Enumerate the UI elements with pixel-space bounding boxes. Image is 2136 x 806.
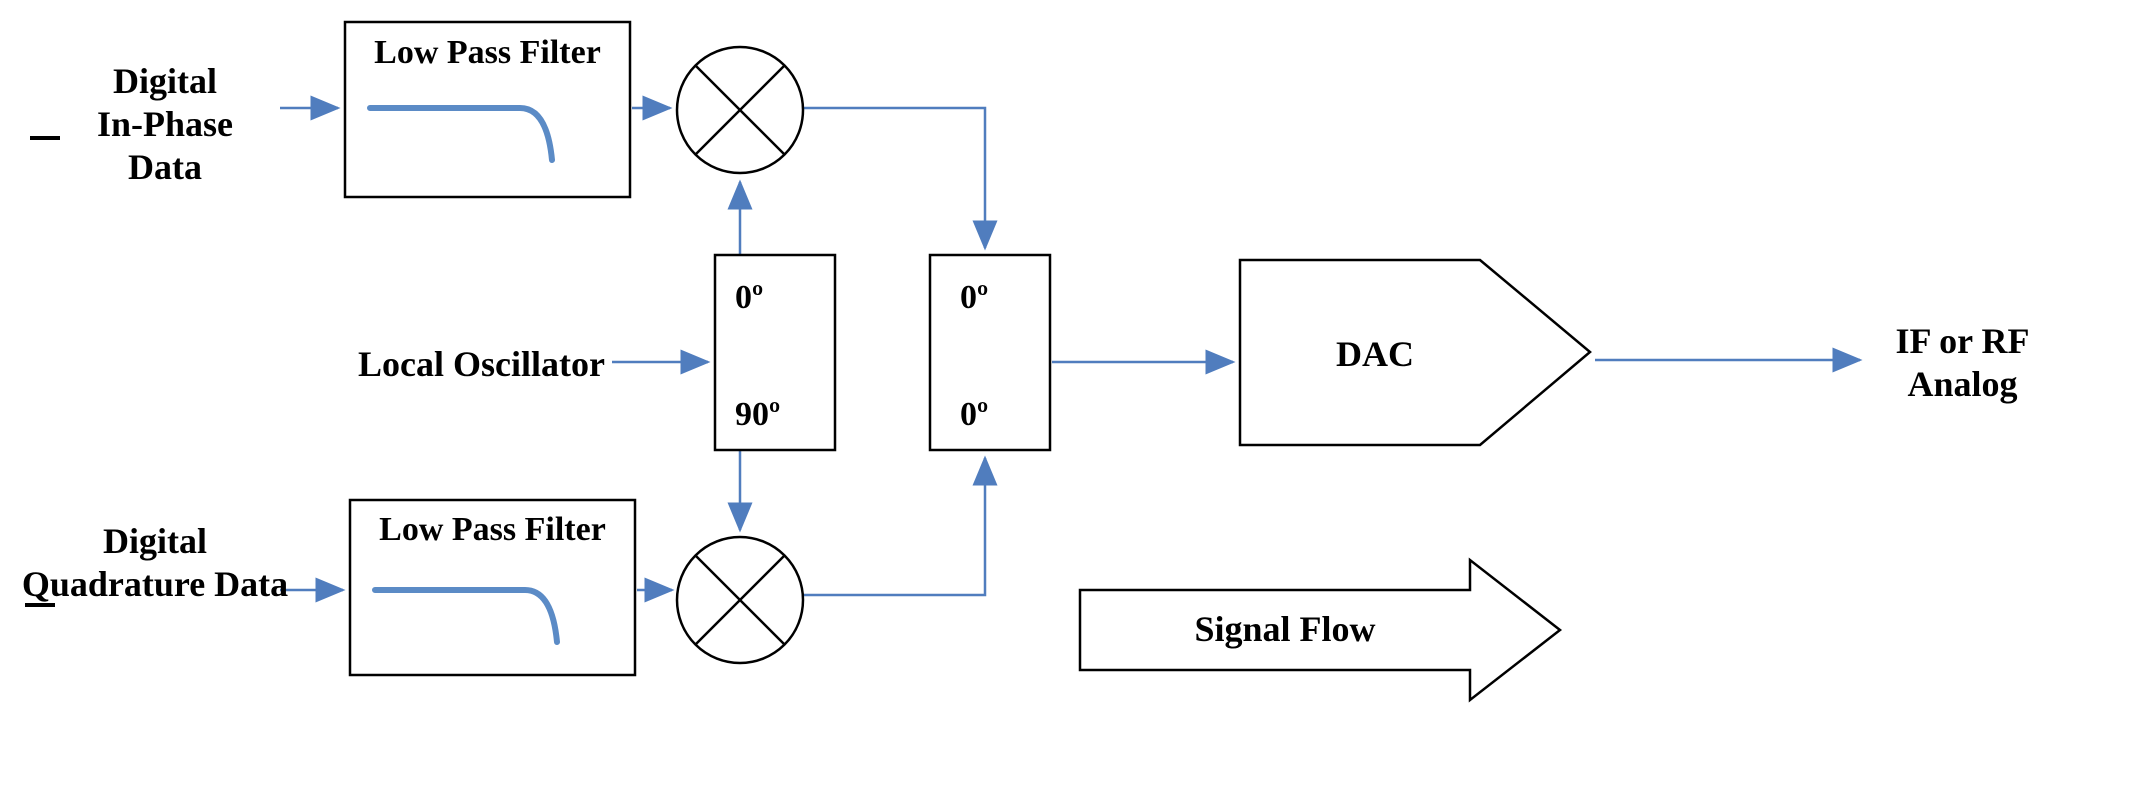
phase-splitter-top-label: 0º (735, 278, 815, 319)
label-in-phase-line1: Digital (113, 61, 217, 101)
label-quadrature-line2: Quadrature Data (22, 564, 288, 604)
label-in-phase: Digital In-Phase Data (60, 60, 270, 190)
signal-flow-label: Signal Flow (1125, 608, 1445, 651)
diagram-canvas (0, 0, 2136, 806)
dac-label: DAC (1320, 333, 1430, 376)
line-mixer-top-to-combiner (803, 108, 985, 248)
combiner-top-label: 0º (960, 278, 1040, 319)
label-quadrature-line1: Digital (103, 521, 207, 561)
label-output: IF or RF Analog (1875, 320, 2050, 406)
label-quadrature: Digital Quadrature Data (20, 520, 290, 606)
phase-splitter-bottom-label: 90º (735, 395, 815, 436)
combiner-bottom-label: 0º (960, 395, 1040, 436)
line-mixer-bottom-to-combiner (803, 458, 985, 595)
label-in-phase-line2: In-Phase Data (97, 104, 233, 187)
label-output-line2: Analog (1907, 364, 2017, 404)
label-output-line1: IF or RF (1896, 321, 2030, 361)
label-local-oscillator: Local Oscillator (345, 343, 605, 386)
lpf-bottom-title: Low Pass Filter (365, 510, 620, 551)
lpf-top-title: Low Pass Filter (360, 33, 615, 74)
